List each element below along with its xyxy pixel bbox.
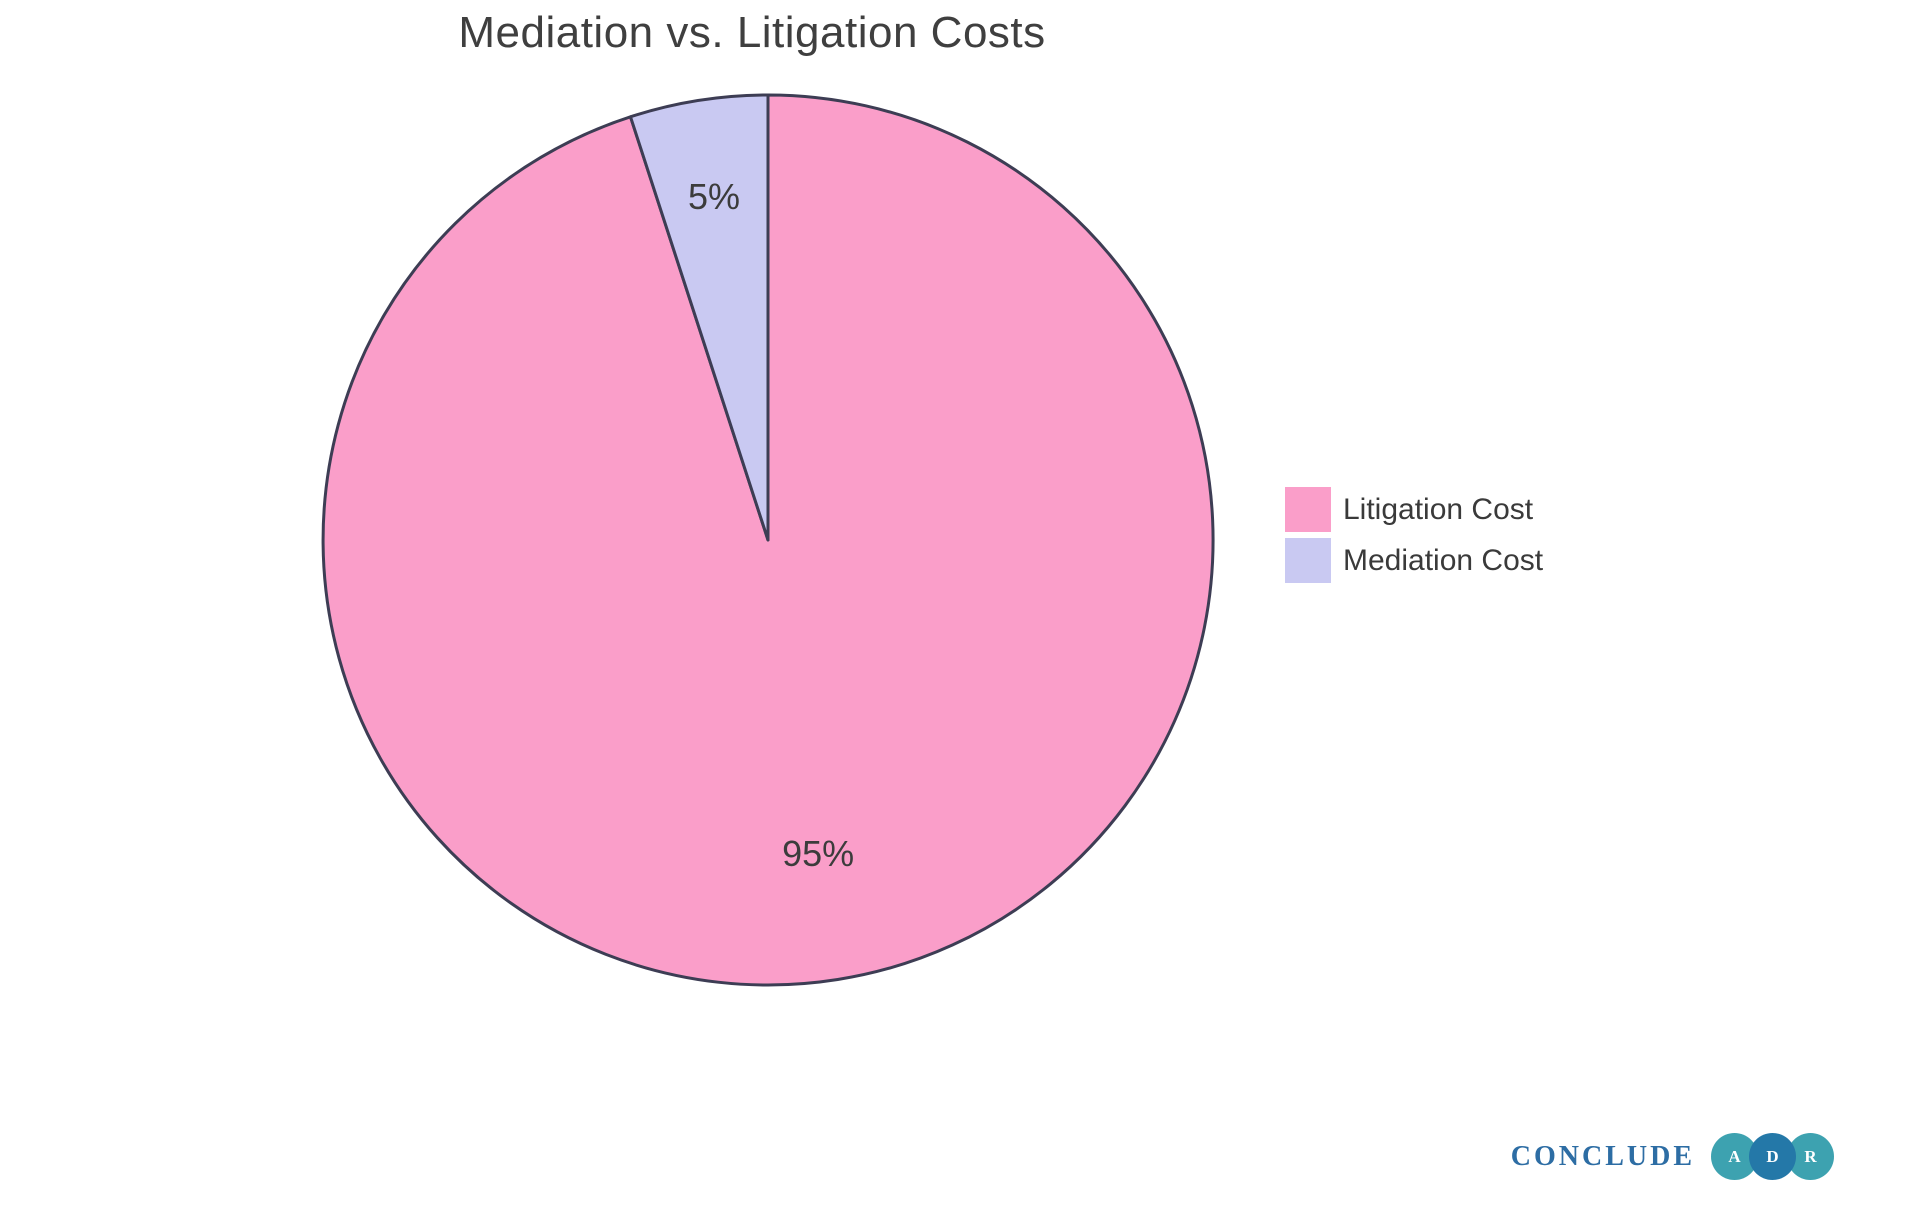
logo-circle-a-icon: A (1711, 1133, 1758, 1180)
legend-label: Litigation Cost (1343, 492, 1534, 526)
conclude-adr-logo[interactable]: CONCLUDE A D R (1511, 1133, 1834, 1180)
pie-slice-label: 5% (688, 176, 740, 217)
pie-slice-label: 95% (782, 833, 854, 874)
pie-slice-mediation-cost[interactable] (629, 93, 770, 542)
legend-item-litigation-cost[interactable]: Litigation Cost (1285, 487, 1543, 532)
logo-circle-d-icon: D (1749, 1133, 1796, 1180)
legend: Litigation Cost Mediation Cost (1285, 487, 1543, 589)
logo-circles: A D R (1711, 1133, 1834, 1180)
legend-label: Mediation Cost (1343, 543, 1544, 577)
chart-title: Mediation vs. Litigation Costs (458, 8, 1046, 57)
logo-wordmark: CONCLUDE (1510, 1140, 1695, 1172)
legend-item-mediation-cost[interactable]: Mediation Cost (1285, 538, 1543, 583)
legend-swatch-mediation-cost (1285, 538, 1331, 583)
legend-swatch-litigation-cost (1285, 487, 1331, 532)
